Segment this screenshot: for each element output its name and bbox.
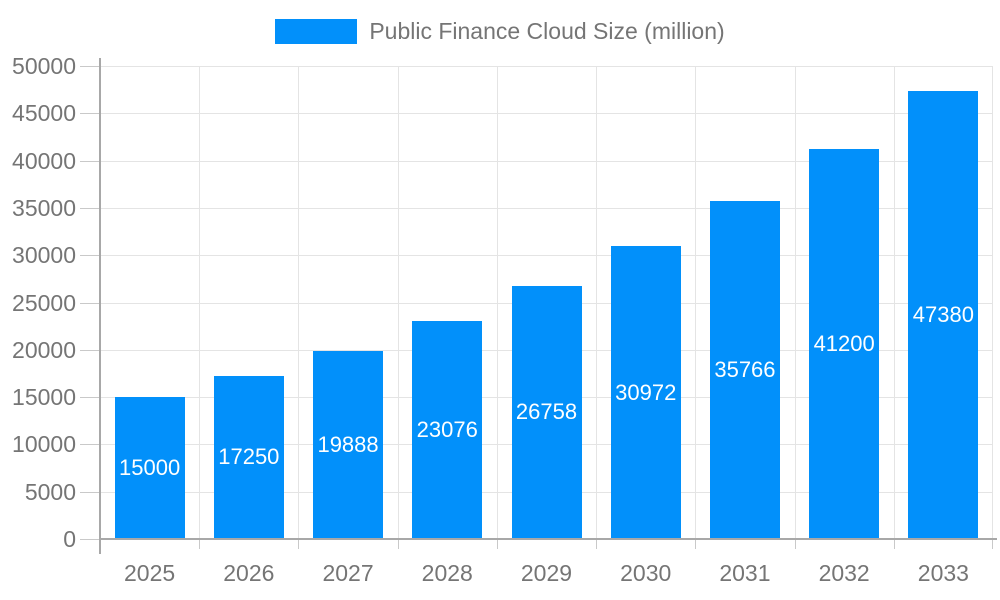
v-gridline — [199, 66, 201, 539]
y-tick — [80, 491, 100, 493]
y-axis-tick-label: 5000 — [24, 478, 76, 505]
y-tick — [80, 397, 100, 399]
bar-value-label: 30972 — [615, 379, 677, 405]
y-tick — [80, 113, 100, 115]
x-axis-tick-label: 2027 — [322, 560, 374, 586]
bar-value-label: 17250 — [218, 444, 280, 470]
bar-value-label: 35766 — [714, 356, 776, 382]
x-tick — [695, 540, 697, 549]
bar-2026[interactable]: 17250 — [213, 375, 284, 539]
x-axis-tick-label: 2028 — [421, 560, 473, 586]
x-tick — [496, 540, 498, 549]
bar-value-label: 26758 — [515, 399, 578, 425]
x-axis-tick-label: 2029 — [520, 560, 573, 586]
h-gridline — [100, 66, 993, 67]
x-axis-tick-label: 2033 — [917, 560, 969, 586]
h-gridline — [100, 255, 993, 257]
v-gridline — [496, 66, 498, 539]
x-tick — [298, 540, 300, 549]
y-tick — [80, 349, 100, 351]
y-axis-tick-label: 35000 — [12, 194, 76, 221]
y-tick — [80, 302, 100, 304]
x-axis-tick-label: 2032 — [818, 560, 870, 586]
x-axis-tick-label: 2031 — [719, 560, 771, 586]
bar-2030[interactable]: 30972 — [610, 246, 681, 539]
x-axis-line — [99, 538, 997, 540]
v-gridline — [695, 66, 697, 539]
y-tick — [80, 255, 100, 257]
bar-value-label: 41200 — [813, 331, 875, 357]
bar-value-label: 15000 — [119, 455, 181, 481]
x-tick — [397, 540, 399, 549]
bar-2032[interactable]: 41200 — [809, 149, 880, 539]
v-gridline — [298, 66, 300, 539]
y-axis-tick-label: 40000 — [12, 147, 76, 174]
y-tick — [80, 207, 100, 209]
y-axis-tick-label: 15000 — [12, 384, 76, 411]
x-tick — [893, 540, 895, 549]
legend-label: Public Finance Cloud Size (million) — [369, 18, 725, 44]
y-tick — [80, 539, 100, 540]
y-axis-tick-label: 30000 — [12, 242, 76, 269]
x-tick — [992, 540, 993, 549]
v-gridline — [596, 66, 598, 539]
bar-value-label: 19888 — [317, 431, 379, 457]
v-gridline — [992, 66, 993, 539]
bar-2028[interactable]: 23076 — [412, 320, 483, 539]
bar-2033[interactable]: 47380 — [908, 90, 979, 539]
plot-area: 15000 17250 19888 23076 26758 30972 35766 41200… — [100, 66, 993, 539]
h-gridline — [100, 160, 993, 162]
y-tick — [80, 444, 100, 446]
y-axis-tick-label: 50000 — [12, 53, 76, 79]
y-axis-tick-label: 0 — [63, 526, 76, 552]
v-gridline — [397, 66, 399, 539]
v-gridline — [794, 66, 796, 539]
x-axis-tick-label: 2026 — [223, 560, 275, 586]
bar-2031[interactable]: 35766 — [709, 200, 780, 539]
bar-value-label: 23076 — [416, 416, 478, 442]
y-tick — [80, 160, 100, 162]
x-axis-tick-label: 2030 — [620, 560, 672, 586]
x-tick — [596, 540, 598, 549]
bar-2025[interactable]: 15000 — [114, 397, 185, 539]
y-axis-line — [99, 58, 101, 554]
chart-legend[interactable]: Public Finance Cloud Size (million) — [0, 17, 1000, 45]
bar-2027[interactable]: 19888 — [313, 350, 384, 539]
x-axis-tick-label: 2025 — [124, 560, 176, 586]
h-gridline — [100, 113, 993, 115]
v-gridline — [893, 66, 895, 539]
x-tick — [794, 540, 796, 549]
y-axis-tick-label: 10000 — [12, 431, 76, 458]
y-axis-tick-label: 45000 — [12, 100, 76, 127]
h-gridline — [100, 207, 993, 209]
y-axis-tick-label: 20000 — [12, 336, 76, 363]
x-tick — [199, 540, 201, 549]
bar-2029[interactable]: 26758 — [511, 285, 582, 539]
y-tick — [80, 66, 100, 67]
legend-swatch — [275, 18, 358, 44]
bar-value-label: 47380 — [912, 301, 974, 327]
y-axis-tick-label: 25000 — [12, 289, 76, 316]
